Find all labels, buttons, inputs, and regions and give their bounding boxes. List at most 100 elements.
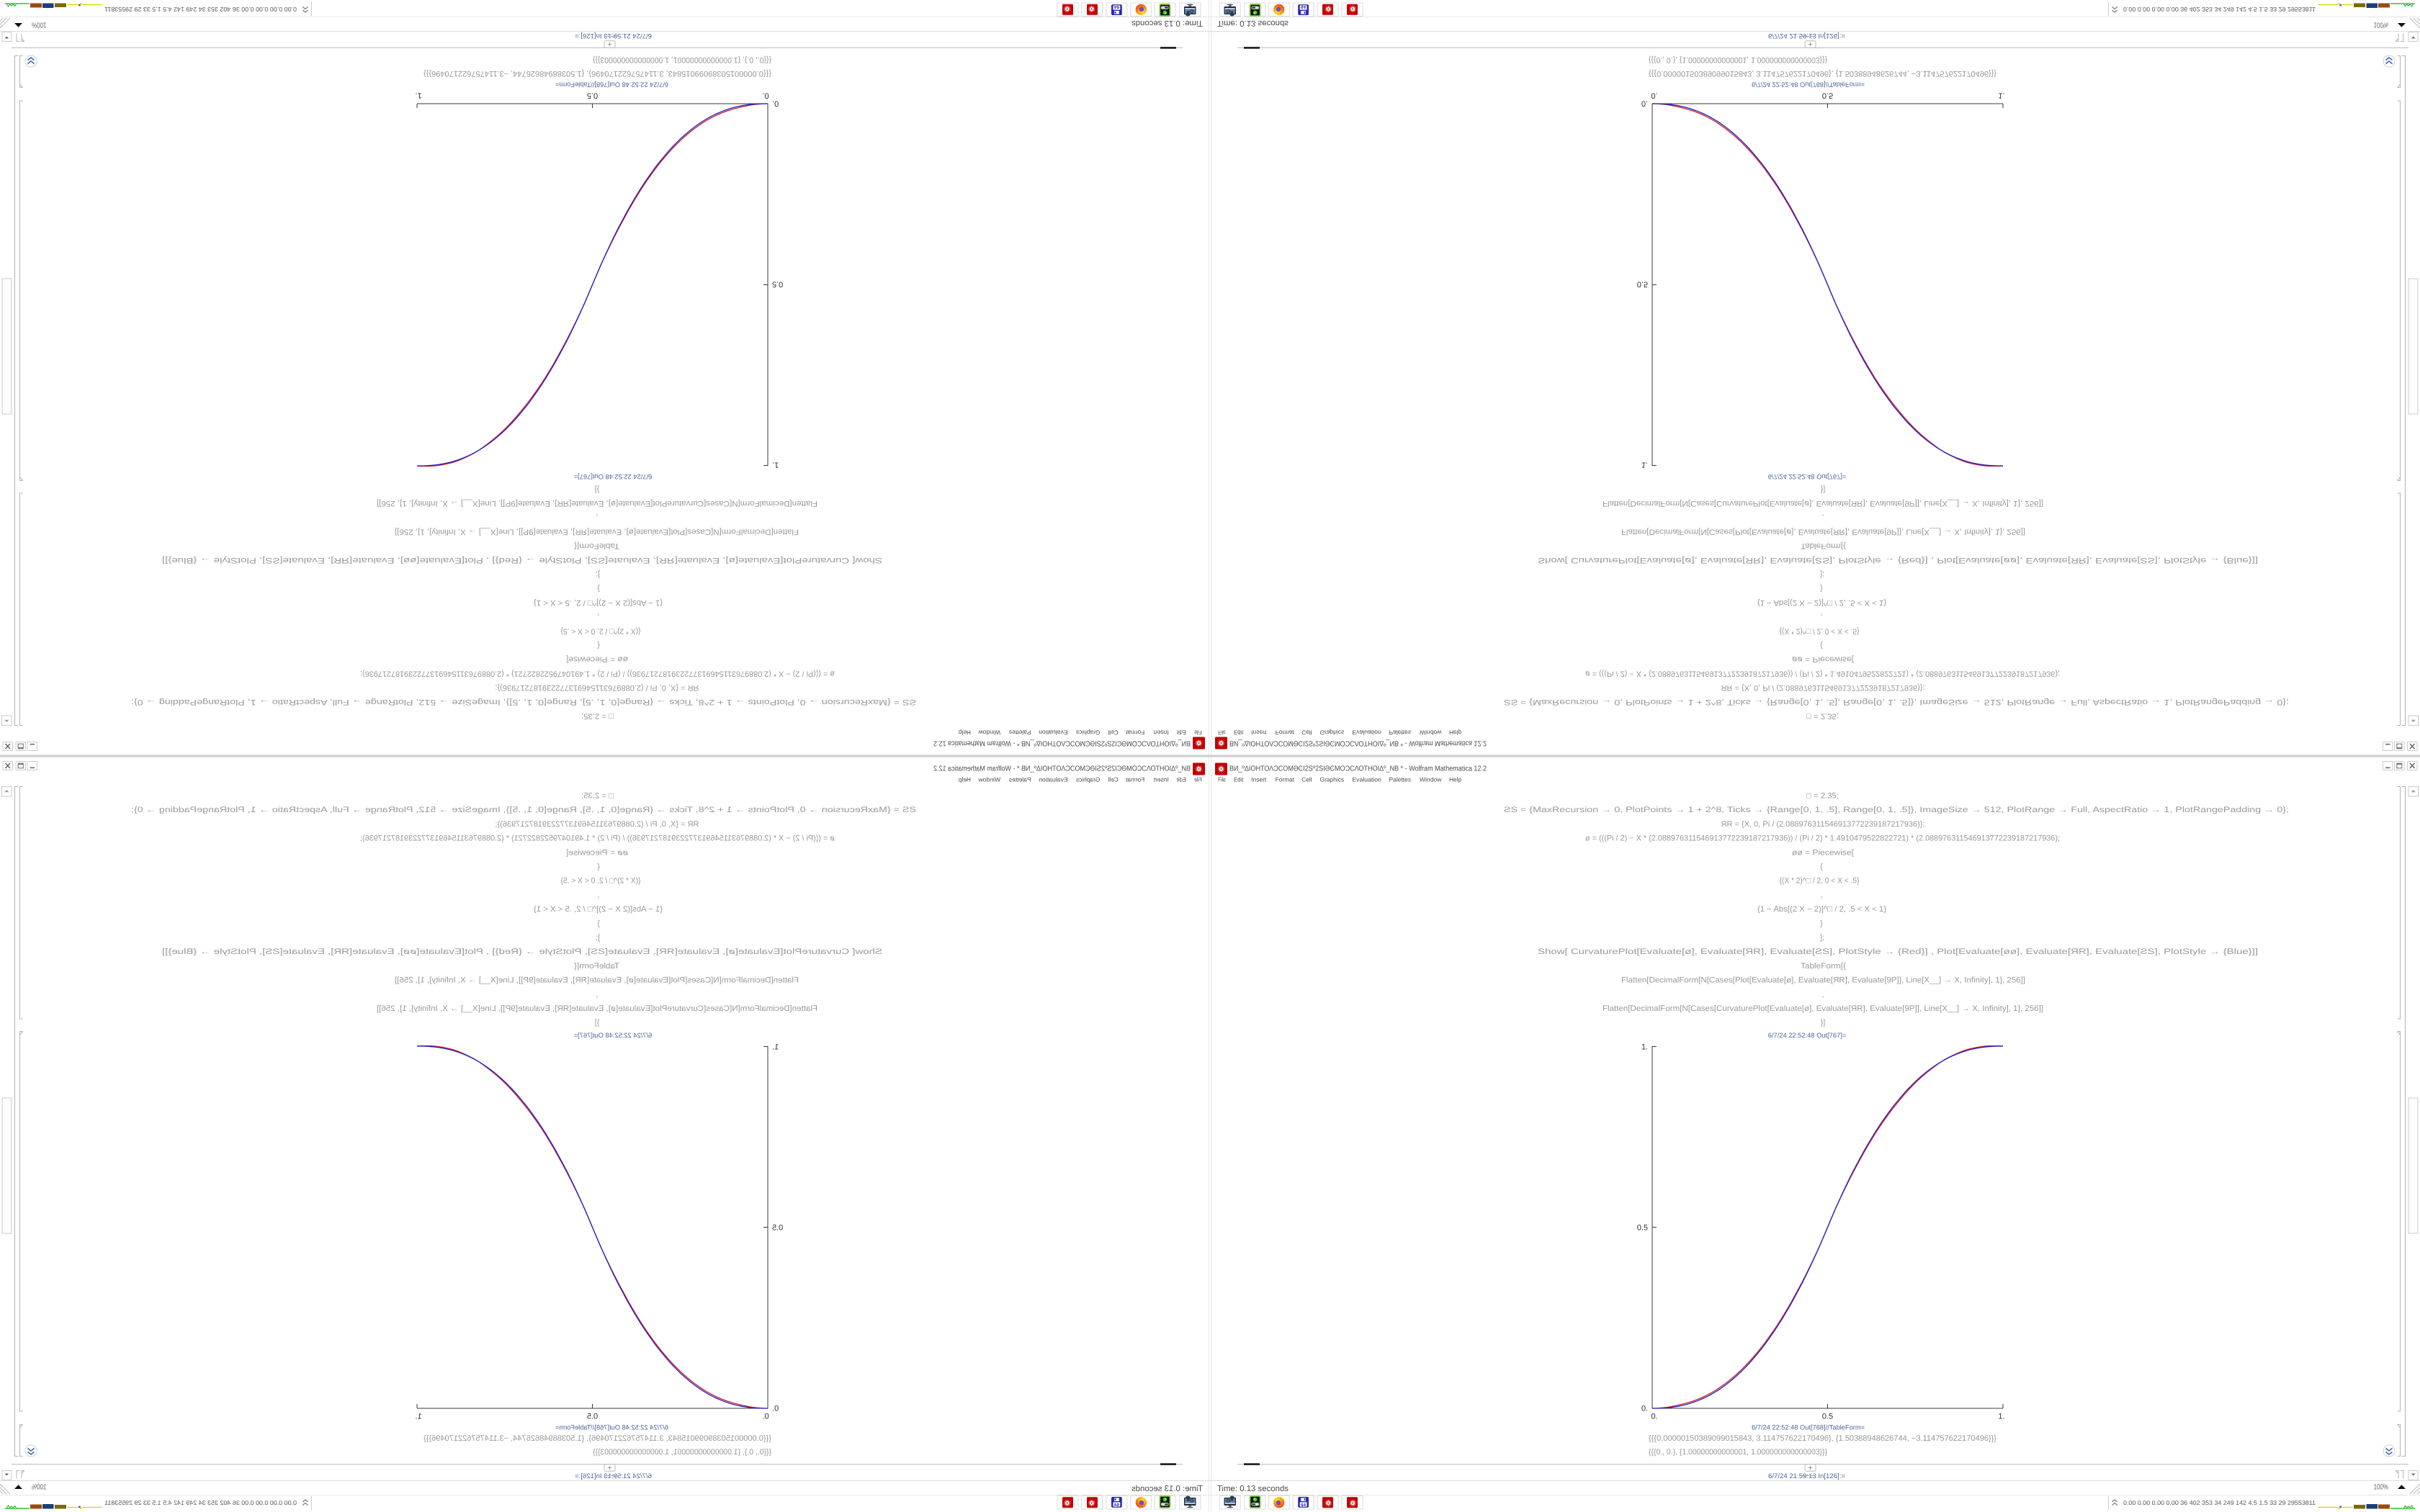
svg-text:1.: 1. xyxy=(1641,461,1648,469)
svg-text:Edit: Edit xyxy=(1176,729,1186,737)
svg-text:1.: 1. xyxy=(772,461,779,469)
svg-text:Help: Help xyxy=(959,729,971,737)
svg-text:Flatten[DecimalForm[N[Cases[Cu: Flatten[DecimalForm[N[Cases[CurvaturePlo… xyxy=(1603,499,2043,508)
svg-text:0.5: 0.5 xyxy=(587,91,598,100)
svg-text:64: 64 xyxy=(1113,1503,1119,1508)
svg-text:{(X * 2)^□ / 2, 0 < X < .5}: {(X * 2)^□ / 2, 0 < X < .5} xyxy=(1780,626,1860,635)
svg-text:Cell: Cell xyxy=(1108,776,1119,783)
svg-text:];: ]; xyxy=(1820,934,1824,942)
svg-text:File: File xyxy=(1194,729,1202,737)
svg-text:Window: Window xyxy=(1420,776,1443,783)
svg-text:0.00 0.00 0.00 0.00 36 402: 0.00 0.00 0.00 0.00 36 402 353 34 249 14… xyxy=(104,1499,297,1506)
svg-text:0.5: 0.5 xyxy=(1822,1413,1833,1421)
svg-text:Cell: Cell xyxy=(1301,776,1312,783)
svg-text:Format: Format xyxy=(1125,776,1144,783)
svg-text:6/7/24 22:52:48 Out[768]//Tabl: 6/7/24 22:52:48 Out[768]//TableForm= xyxy=(1752,1424,1865,1431)
svg-text:}: } xyxy=(597,919,600,928)
svg-text:6/7/24 22:52:48 Out[767]=: 6/7/24 22:52:48 Out[767]= xyxy=(574,473,653,480)
svg-text:TableForm[{: TableForm[{ xyxy=(1801,541,1846,550)
svg-text:Flatten[DecimalForm[N[Cases[Cu: Flatten[DecimalForm[N[Cases[CurvaturePlo… xyxy=(1603,1004,2043,1013)
svg-text:Palettes: Palettes xyxy=(1389,776,1412,783)
svg-text:{(X * 2)^□ / 2, 0 < X < .5}: {(X * 2)^□ / 2, 0 < X < .5} xyxy=(560,877,640,886)
svg-text:1.: 1. xyxy=(772,1043,779,1052)
svg-text:0.00 0.00 0.00 0.00 36 402: 0.00 0.00 0.00 0.00 36 402 353 34 249 14… xyxy=(104,6,297,13)
svg-text:ЯR = {X, 0, Pi / (2.0889763115: ЯR = {X, 0, Pi / (2.08897631154691377223… xyxy=(496,683,699,692)
svg-text:Show[ CurvaturePlot[Evaluate: Show[ CurvaturePlot[Evaluate[ø], Evaluat… xyxy=(162,556,882,564)
svg-text:□ = 2.35;: □ = 2.35; xyxy=(1806,792,1839,801)
svg-text:Window: Window xyxy=(978,776,1001,783)
svg-text:,: , xyxy=(1821,990,1824,999)
svg-text:];: ]; xyxy=(596,570,600,579)
svg-text:Flatten[DecimalForm[N[Cases[Pl: Flatten[DecimalForm[N[Cases[Plot[Evaluat… xyxy=(1621,527,2025,536)
svg-text:6/7/24 22:52:48 Out[767]=: 6/7/24 22:52:48 Out[767]= xyxy=(574,1032,653,1039)
svg-text:Graphics: Graphics xyxy=(1320,729,1345,737)
svg-text:1.: 1. xyxy=(1641,1043,1648,1052)
svg-text:}]: }] xyxy=(595,1019,600,1027)
svg-text:{{{0., 0.}, {1.00000000000001,: {{{0., 0.}, {1.00000000000001, 1.0000000… xyxy=(593,1448,771,1457)
svg-text:,: , xyxy=(596,513,598,522)
svg-text:Evaluation: Evaluation xyxy=(1039,776,1068,783)
svg-text:,: , xyxy=(1820,891,1822,899)
svg-text:Palettes: Palettes xyxy=(1009,729,1031,737)
svg-text:0.: 0. xyxy=(762,91,768,100)
svg-text:File: File xyxy=(1194,776,1202,783)
svg-text:øø = Piecewise[: øø = Piecewise[ xyxy=(1792,848,1854,857)
svg-text:ƧS = {MaxRecursion → 0, PlotPo: ƧS = {MaxRecursion → 0, PlotPoints → 1 +… xyxy=(131,806,916,814)
svg-text:0.: 0. xyxy=(1651,1413,1657,1421)
svg-text:Format: Format xyxy=(1276,729,1295,737)
svg-text:1.: 1. xyxy=(415,91,421,100)
svg-text:ø = (((Pi / 2) − X * (2.088976: ø = (((Pi / 2) − X * (2.0889763115469137… xyxy=(360,669,835,678)
svg-text:Show[ CurvaturePlot[Evaluate: Show[ CurvaturePlot[Evaluate[ø], Evaluat… xyxy=(162,948,882,956)
svg-text:ЯR = {X, 0, Pi / (2.0889763115: ЯR = {X, 0, Pi / (2.08897631154691377223… xyxy=(1721,820,1925,829)
svg-text:{1 − Abs[(2 X − 2)]^□ / 2, .5: {1 − Abs[(2 X − 2)]^□ / 2, .5 < X < 1} xyxy=(534,905,663,914)
svg-text:64: 64 xyxy=(1301,1503,1306,1508)
svg-text:6/7/24 22:52:48 Out[767]=: 6/7/24 22:52:48 Out[767]= xyxy=(1768,473,1847,480)
svg-text:{{{0.00000150389099015843, 3.1: {{{0.00000150389099015843, 3.11475762217… xyxy=(1649,69,1996,78)
svg-text:0.5: 0.5 xyxy=(587,1413,598,1421)
svg-text:ƧS = {MaxRecursion → 0, PlotPo: ƧS = {MaxRecursion → 0, PlotPoints → 1 +… xyxy=(1504,806,2289,814)
svg-text:□ = 2.35;: □ = 2.35; xyxy=(581,712,614,721)
svg-text:ВИ_ºΔΙΟΗΤΟΛϽCOMӘϾΙ2Sº2SΙӘϾMOϽC: ВИ_ºΔΙΟΗΤΟΛϽCOMӘϾΙ2Sº2SΙӘϾMOϽCΛΟΤΗΟΙΔº_N… xyxy=(933,739,1191,747)
svg-text:{: { xyxy=(597,641,600,649)
svg-text:ø = (((Pi / 2) − X * (2.088976: ø = (((Pi / 2) − X * (2.0889763115469137… xyxy=(1585,834,2060,843)
svg-text:ЯR = {X, 0, Pi / (2.0889763115: ЯR = {X, 0, Pi / (2.08897631154691377223… xyxy=(496,820,699,829)
svg-text:Show[ CurvaturePlot[Evaluate: Show[ CurvaturePlot[Evaluate[ø], Evaluat… xyxy=(1538,948,2258,956)
svg-text:{1 − Abs[(2 X − 2)]^□ / 2, .5: {1 − Abs[(2 X − 2)]^□ / 2, .5 < X < 1} xyxy=(1757,905,1886,914)
svg-text:1.: 1. xyxy=(1998,91,2004,100)
svg-text:1.: 1. xyxy=(1998,1413,2004,1421)
svg-text:Evaluation: Evaluation xyxy=(1039,729,1068,737)
svg-text:Insert: Insert xyxy=(1153,776,1169,783)
svg-text:Time: 0.13 seconds: Time: 0.13 seconds xyxy=(1217,19,1289,27)
svg-text:{{{0.00000150389099015843, 3.1: {{{0.00000150389099015843, 3.11475762217… xyxy=(424,1434,771,1443)
svg-text:Insert: Insert xyxy=(1153,729,1169,737)
svg-text:øø = Piecewise[: øø = Piecewise[ xyxy=(1792,655,1854,664)
svg-text:0.5: 0.5 xyxy=(772,1224,783,1233)
svg-text:6/7/24 22:52:48 Out[767]=: 6/7/24 22:52:48 Out[767]= xyxy=(1768,1032,1847,1039)
svg-text:Flatten[DecimalForm[N[Cases[Cu: Flatten[DecimalForm[N[Cases[CurvaturePlo… xyxy=(377,1004,817,1013)
svg-text:Cell: Cell xyxy=(1108,729,1119,737)
svg-text:0.5: 0.5 xyxy=(1637,1224,1648,1233)
svg-text:0.5: 0.5 xyxy=(1637,280,1648,289)
svg-text:];: ]; xyxy=(596,934,600,942)
svg-text:ƧS = {MaxRecursion → 0, PlotPo: ƧS = {MaxRecursion → 0, PlotPoints → 1 +… xyxy=(131,698,916,706)
svg-text:{{{0.00000150389099015843, 3.1: {{{0.00000150389099015843, 3.11475762217… xyxy=(1649,1434,1996,1443)
svg-text:,: , xyxy=(597,891,599,899)
svg-text:0.5: 0.5 xyxy=(772,280,783,289)
svg-text:Help: Help xyxy=(959,776,971,783)
svg-text:File: File xyxy=(1218,729,1226,737)
svg-text:Edit: Edit xyxy=(1176,776,1186,783)
svg-text:ƧS = {MaxRecursion → 0, PlotPo: ƧS = {MaxRecursion → 0, PlotPoints → 1 +… xyxy=(1504,698,2289,706)
svg-text:Cell: Cell xyxy=(1301,729,1312,737)
svg-text:Graphics: Graphics xyxy=(1320,776,1345,783)
svg-text:Format: Format xyxy=(1276,776,1295,783)
svg-text:64: 64 xyxy=(1301,4,1306,9)
svg-text:{: { xyxy=(1820,641,1823,649)
svg-text:Evaluation: Evaluation xyxy=(1352,776,1381,783)
svg-text:0.00 0.00 0.00 0.00 36 402: 0.00 0.00 0.00 0.00 36 402 353 34 249 14… xyxy=(2123,1499,2316,1506)
svg-text:Evaluation: Evaluation xyxy=(1352,729,1381,737)
svg-text:0.: 0. xyxy=(1641,1405,1648,1413)
svg-text:Window: Window xyxy=(1420,729,1443,737)
svg-text:TableForm[{: TableForm[{ xyxy=(1801,962,1846,971)
svg-text:}]: }] xyxy=(1821,485,1826,493)
svg-text:}: } xyxy=(597,584,600,593)
